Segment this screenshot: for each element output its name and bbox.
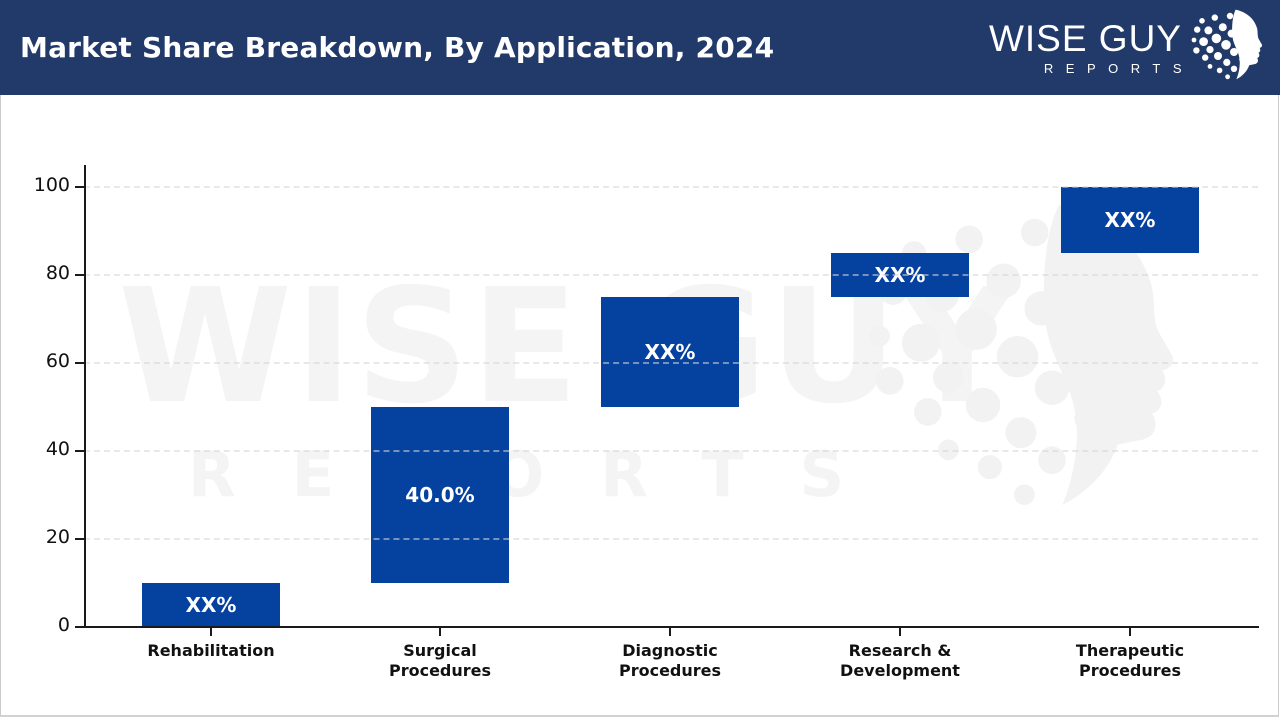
gridline: [84, 538, 1258, 540]
x-tick-mark: [669, 628, 671, 636]
x-tick-mark: [1129, 628, 1131, 636]
x-tick-label: Research & Development: [840, 641, 960, 680]
gridline: [84, 186, 1258, 188]
y-tick-mark: [75, 450, 84, 452]
y-tick-label: 60: [45, 350, 70, 372]
y-tick-mark: [75, 186, 84, 188]
y-tick-label: 80: [45, 262, 70, 284]
x-tick-mark: [210, 628, 212, 636]
x-tick-label: Surgical Procedures: [388, 641, 492, 680]
bar-value-label: 40.0%: [405, 483, 475, 507]
gridline: [84, 362, 1258, 364]
x-tick-label: Therapeutic Procedures: [1075, 641, 1185, 680]
y-tick-label: 100: [33, 174, 70, 196]
bar: XX%: [1061, 187, 1199, 253]
y-tick-mark: [75, 538, 84, 540]
brand-subtitle: REPORTS: [1043, 60, 1194, 76]
page-title: Market Share Breakdown, By Application, …: [20, 31, 775, 64]
brand-logo: WISE GUY REPORTS: [989, 4, 1280, 92]
x-tick-mark: [899, 628, 901, 636]
bar-value-label: XX%: [644, 340, 696, 364]
bar-value-label: XX%: [185, 593, 237, 617]
gridline: [84, 274, 1258, 276]
y-tick-label: 20: [45, 526, 70, 548]
dotted-head-icon: [1186, 4, 1266, 92]
x-tick-label: Diagnostic Procedures: [618, 641, 722, 680]
y-tick-label: 40: [45, 438, 70, 460]
bar: XX%: [142, 583, 280, 627]
bar: 40.0%: [371, 407, 509, 583]
y-tick-label: 0: [57, 614, 70, 636]
x-tick-mark: [439, 628, 441, 636]
y-tick-mark: [75, 362, 84, 364]
bar: XX%: [601, 297, 739, 407]
header-bar: Market Share Breakdown, By Application, …: [0, 0, 1280, 95]
y-tick-mark: [75, 626, 84, 628]
y-axis-line: [84, 165, 86, 628]
gridline: [84, 450, 1258, 452]
x-axis-line: [84, 626, 1259, 628]
content-frame: [0, 95, 1279, 717]
brand-name: WISE GUY: [988, 17, 1182, 59]
x-tick-label: Rehabilitation: [147, 641, 275, 660]
brand-logo-text: WISE GUY REPORTS: [989, 20, 1182, 76]
bar-value-label: XX%: [1104, 208, 1156, 232]
watermark-subtext: REPORTS: [188, 438, 901, 511]
y-tick-mark: [75, 274, 84, 276]
